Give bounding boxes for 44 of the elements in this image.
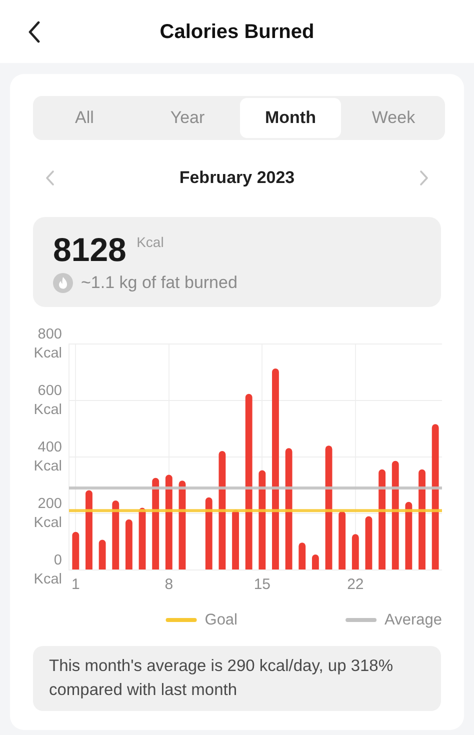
bar xyxy=(218,450,226,570)
y-tick-label: 200 Kcal xyxy=(34,496,62,531)
bar xyxy=(152,478,160,570)
bar xyxy=(285,448,292,570)
bar xyxy=(232,510,239,570)
bar xyxy=(392,460,399,570)
bar xyxy=(86,490,92,570)
bar xyxy=(165,474,172,570)
x-tick-label: 15 xyxy=(254,576,271,594)
bar xyxy=(98,540,106,570)
text: 8128 $^{Kcal}$ xyxy=(53,231,164,268)
text: Week xyxy=(370,107,416,129)
y-tick-label: 800 Kcal xyxy=(34,326,62,362)
bar xyxy=(365,516,372,570)
bar xyxy=(245,394,252,570)
y-tick-label: 600 Kcal xyxy=(34,382,62,418)
chart-title: Calories Burned xyxy=(158,20,316,45)
chart-subtitle: February 2023 xyxy=(178,167,296,189)
bar xyxy=(272,368,279,570)
y-tick-label: 400 Kcal xyxy=(34,440,62,474)
bar xyxy=(72,532,80,570)
bar xyxy=(378,469,386,570)
y-tick-label: 0 Kcal xyxy=(34,552,62,588)
bar xyxy=(125,519,132,570)
text: ~1.1 kg of fat burned xyxy=(81,272,238,294)
text: Year xyxy=(169,107,206,129)
bar xyxy=(258,470,266,570)
x-tick-label: 1 xyxy=(71,576,80,594)
text: This month's average is 290 kcal/day, up 318% compared with last month xyxy=(49,656,394,701)
bar xyxy=(352,534,359,570)
text: Month xyxy=(239,96,342,140)
bar xyxy=(298,542,306,570)
bar xyxy=(338,511,346,570)
legend-label: Goal xyxy=(204,611,238,628)
bar xyxy=(405,502,412,570)
bar xyxy=(432,424,439,570)
bar xyxy=(312,554,319,570)
x-tick-label: 8 xyxy=(164,576,174,594)
bar xyxy=(112,500,120,570)
text: All xyxy=(74,107,95,129)
legend-label: Average xyxy=(384,611,442,628)
bar xyxy=(205,497,212,570)
bar xyxy=(418,469,426,570)
x-tick-label: 22 xyxy=(347,576,364,594)
